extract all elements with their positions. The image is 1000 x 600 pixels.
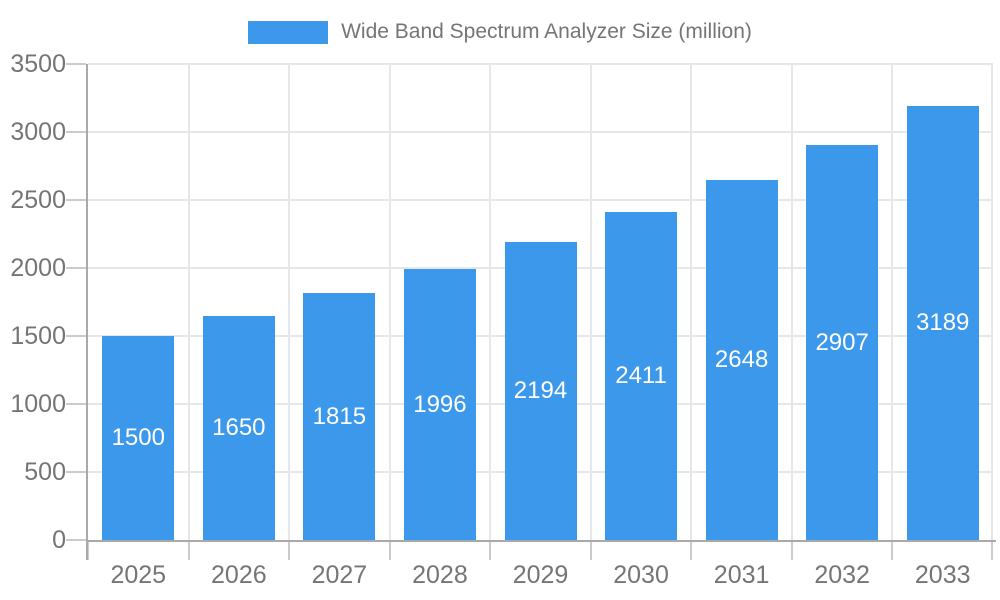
legend-label: Wide Band Spectrum Analyzer Size (millio… xyxy=(341,20,752,43)
x-tick-0 xyxy=(87,542,89,560)
x-axis-label-2026: 2026 xyxy=(211,561,267,589)
bar-2031[interactable]: 2648 xyxy=(705,180,778,540)
gridline-h-3000 xyxy=(88,131,993,133)
y-axis-label-0: 0 xyxy=(52,526,66,554)
gridline-v-7 xyxy=(790,64,793,540)
bar-2027[interactable]: 1815 xyxy=(303,293,376,540)
y-tick-0 xyxy=(66,539,86,541)
y-axis-label-2000: 2000 xyxy=(10,254,66,282)
gridline-h-2500 xyxy=(88,199,993,201)
bar-value-label-2032: 2907 xyxy=(815,328,869,356)
x-tick-6 xyxy=(690,542,693,560)
x-axis-label-2029: 2029 xyxy=(512,561,569,589)
y-tick-2000 xyxy=(66,267,86,269)
x-axis-label-2027: 2027 xyxy=(311,561,368,589)
y-tick-3000 xyxy=(66,131,86,133)
gridline-v-3 xyxy=(388,64,391,540)
bar-value-label-2031: 2648 xyxy=(714,346,769,373)
bar-value-label-2033: 3189 xyxy=(916,309,970,336)
y-axis-label-3500: 3500 xyxy=(10,50,66,78)
bar-2028[interactable]: 1996 xyxy=(403,269,476,540)
bar-2026[interactable]: 1650 xyxy=(202,316,275,540)
legend-swatch xyxy=(248,20,329,44)
gridline-v-4 xyxy=(489,64,492,540)
y-tick-3500 xyxy=(66,63,86,65)
bar-2032[interactable]: 2907 xyxy=(806,145,879,540)
x-tick-1 xyxy=(187,542,190,560)
plot-area: 1500 1650 1815 1996 2194 2411 2648 2907 3189 xyxy=(66,63,996,560)
x-axis-label-2030: 2030 xyxy=(613,561,669,589)
bar-value-label-2029: 2194 xyxy=(513,377,568,404)
bar-value-label-2026: 1650 xyxy=(212,414,266,441)
x-axis-label-2028: 2028 xyxy=(412,561,468,589)
y-tick-2500 xyxy=(66,199,86,201)
gridline-v-1 xyxy=(187,64,190,540)
x-tick-2 xyxy=(288,542,291,560)
x-axis-label-2031: 2031 xyxy=(713,561,770,589)
x-axis-label-2032: 2032 xyxy=(814,561,870,589)
x-axis-label-2033: 2033 xyxy=(914,561,971,589)
y-axis-label-2500: 2500 xyxy=(10,186,66,214)
bar-value-label-2028: 1996 xyxy=(413,390,467,418)
bar-2029[interactable]: 2194 xyxy=(504,242,577,540)
bar-2033[interactable]: 3189 xyxy=(906,106,979,540)
bar-value-label-2027: 1815 xyxy=(312,402,367,430)
y-axis-label-1500: 1500 xyxy=(10,322,66,350)
legend[interactable]: Wide Band Spectrum Analyzer Size (millio… xyxy=(0,17,1000,47)
x-tick-3 xyxy=(388,542,391,560)
bar-value-label-2025: 1500 xyxy=(111,424,165,451)
gridline-v-9 xyxy=(991,64,993,540)
gridline-v-6 xyxy=(690,64,693,540)
gridline-v-2 xyxy=(288,64,291,540)
gridline-v-5 xyxy=(589,64,592,540)
y-axis-label-500: 500 xyxy=(24,458,66,486)
y-axis-line xyxy=(86,64,88,560)
gridline-h-3500 xyxy=(88,63,993,65)
y-tick-1000 xyxy=(66,403,86,405)
gridline-v-8 xyxy=(891,64,894,540)
x-axis-label-2025: 2025 xyxy=(110,561,167,589)
y-tick-500 xyxy=(66,471,86,473)
bar-2025[interactable]: 1500 xyxy=(102,336,175,540)
bar-value-label-2030: 2411 xyxy=(615,362,667,389)
y-axis-label-1000: 1000 xyxy=(10,390,66,418)
x-tick-8 xyxy=(891,542,894,560)
x-tick-7 xyxy=(790,542,793,560)
x-tick-4 xyxy=(489,542,492,560)
bar-2030[interactable]: 2411 xyxy=(605,212,678,540)
y-axis-label-3000: 3000 xyxy=(10,118,66,146)
x-tick-9 xyxy=(991,542,993,560)
x-axis-line xyxy=(86,540,996,542)
y-tick-1500 xyxy=(66,335,86,337)
x-tick-5 xyxy=(589,542,592,560)
